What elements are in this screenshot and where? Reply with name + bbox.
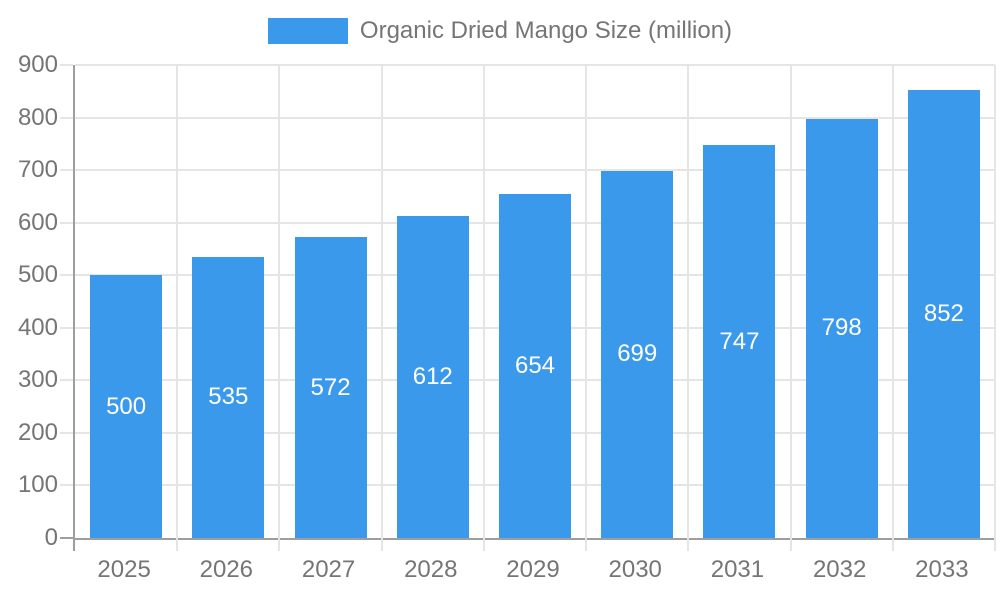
v-gridline	[176, 65, 179, 538]
v-gridline	[380, 65, 383, 538]
y-tick-label: 300	[17, 366, 58, 394]
y-axis-zero-tick	[60, 537, 73, 539]
y-tick-label: 700	[17, 156, 58, 184]
x-tick-label: 2030	[608, 556, 662, 583]
x-axis-tick	[585, 538, 588, 551]
chart-legend: Organic Dried Mango Size (million)	[0, 17, 1000, 45]
plot-area: 500 535 572 612 654 699 747 798 852	[60, 64, 996, 551]
y-tick-label: 200	[17, 418, 58, 446]
y-axis-tick	[60, 326, 73, 329]
y-axis-tick	[60, 379, 73, 382]
x-tick-label: 2033	[915, 556, 969, 583]
h-gridline	[75, 64, 995, 66]
bar-value-label: 572	[310, 373, 351, 401]
y-axis-tick	[60, 431, 73, 434]
bar-2030[interactable]: 699	[601, 170, 674, 538]
y-tick-label: 0	[44, 524, 58, 551]
y-tick-label: 400	[17, 313, 58, 341]
y-axis-tick	[60, 64, 73, 66]
v-gridline	[789, 65, 792, 538]
bar-value-label: 852	[923, 300, 964, 328]
bar-2032[interactable]: 798	[805, 118, 878, 538]
x-tick-label: 2028	[404, 556, 458, 583]
legend-label: Organic Dried Mango Size (million)	[359, 17, 733, 44]
x-tick-label: 2029	[506, 556, 560, 583]
v-gridline	[891, 65, 894, 538]
v-gridline	[994, 65, 996, 538]
bar-2025[interactable]: 500	[90, 275, 163, 538]
bar-2026[interactable]: 535	[192, 256, 265, 538]
legend-item[interactable]: Organic Dried Mango Size (million)	[267, 17, 733, 45]
bar-value-label: 699	[617, 340, 658, 368]
x-tick-label: 2032	[812, 556, 867, 583]
x-axis-tick	[176, 538, 179, 551]
bar-2027[interactable]: 572	[294, 237, 367, 538]
y-tick-label: 500	[17, 261, 58, 289]
bar-value-label: 535	[208, 383, 249, 411]
bar-value-label: 747	[719, 327, 760, 355]
x-axis-tick	[278, 538, 281, 551]
y-tick-label: 600	[17, 208, 58, 236]
y-axis-tick	[60, 274, 73, 277]
legend-swatch-icon	[267, 18, 348, 44]
x-axis-tick	[380, 538, 383, 551]
bar-value-label: 654	[514, 352, 556, 380]
bar-2028[interactable]: 612	[396, 216, 469, 538]
y-axis-tick	[60, 484, 73, 487]
h-gridline	[75, 169, 995, 172]
bar-value-label: 798	[821, 314, 862, 342]
x-axis-tick	[994, 538, 996, 551]
bar-2033[interactable]: 852	[907, 90, 980, 538]
bar-value-label: 612	[412, 363, 453, 391]
y-tick-label: 800	[17, 103, 58, 131]
y-tick-label: 900	[17, 51, 58, 78]
y-axis-tick	[60, 169, 73, 172]
y-axis-tick	[60, 116, 73, 119]
v-gridline	[278, 65, 281, 538]
v-gridline	[585, 65, 588, 538]
bar-value-label: 500	[106, 392, 147, 420]
y-tick-label: 100	[17, 471, 58, 499]
x-tick-label: 2026	[199, 556, 254, 583]
x-axis-edge-tick	[73, 538, 75, 551]
v-gridline	[687, 65, 690, 538]
x-tick-label: 2025	[97, 556, 151, 583]
x-tick-label: 2027	[301, 556, 356, 583]
x-axis-tick	[891, 538, 894, 551]
x-tick-label: 2031	[710, 556, 765, 583]
h-gridline	[75, 116, 995, 119]
bar-2029[interactable]: 654	[499, 194, 571, 538]
bar-2031[interactable]: 747	[703, 145, 776, 538]
x-axis-tick	[687, 538, 690, 551]
x-axis-tick	[482, 538, 485, 551]
v-gridline	[482, 65, 485, 538]
x-axis-tick	[789, 538, 792, 551]
y-axis-tick	[60, 221, 73, 224]
